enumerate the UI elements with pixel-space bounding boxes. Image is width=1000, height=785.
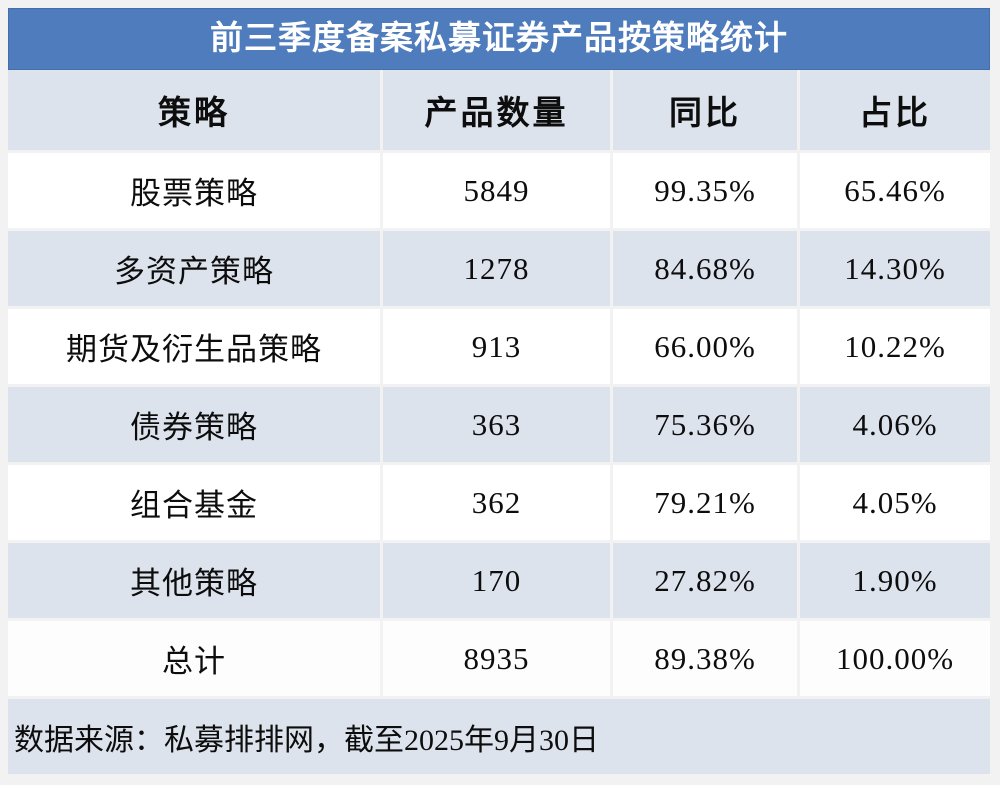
cell-yoy: 79.21% xyxy=(613,465,800,543)
cell-strategy: 期货及衍生品策略 xyxy=(8,309,383,387)
cell-count: 362 xyxy=(383,465,613,543)
cell-count: 913 xyxy=(383,309,613,387)
statistics-table-container: 前三季度备案私募证券产品按策略统计 策略 产品数量 同比 占比 股票策略 584… xyxy=(8,8,990,778)
cell-total-count: 8935 xyxy=(383,621,613,699)
column-header-yoy: 同比 xyxy=(613,70,800,153)
cell-total-share: 100.00% xyxy=(800,621,990,699)
table-row: 期货及衍生品策略 913 66.00% 10.22% xyxy=(8,309,990,387)
cell-yoy: 84.68% xyxy=(613,231,800,309)
table-row: 其他策略 170 27.82% 1.90% xyxy=(8,543,990,621)
table-total-row: 总计 8935 89.38% 100.00% xyxy=(8,621,990,699)
table-title-bar: 前三季度备案私募证券产品按策略统计 xyxy=(8,8,990,70)
column-header-share: 占比 xyxy=(800,70,990,153)
cell-count: 363 xyxy=(383,387,613,465)
cell-share: 65.46% xyxy=(800,153,990,231)
cell-yoy: 75.36% xyxy=(613,387,800,465)
table-row: 组合基金 362 79.21% 4.05% xyxy=(8,465,990,543)
cell-yoy: 66.00% xyxy=(613,309,800,387)
table-row: 债券策略 363 75.36% 4.06% xyxy=(8,387,990,465)
table-row: 多资产策略 1278 84.68% 14.30% xyxy=(8,231,990,309)
cell-yoy: 27.82% xyxy=(613,543,800,621)
cell-share: 4.05% xyxy=(800,465,990,543)
cell-total-label: 总计 xyxy=(8,621,383,699)
cell-total-yoy: 89.38% xyxy=(613,621,800,699)
table-header-row: 策略 产品数量 同比 占比 xyxy=(8,70,990,153)
cell-share: 1.90% xyxy=(800,543,990,621)
cell-count: 1278 xyxy=(383,231,613,309)
cell-count: 5849 xyxy=(383,153,613,231)
cell-strategy: 组合基金 xyxy=(8,465,383,543)
cell-share: 14.30% xyxy=(800,231,990,309)
cell-share: 10.22% xyxy=(800,309,990,387)
cell-strategy: 股票策略 xyxy=(8,153,383,231)
cell-yoy: 99.35% xyxy=(613,153,800,231)
source-note: 数据来源：私募排排网，截至2025年9月30日 xyxy=(8,699,990,774)
cell-count: 170 xyxy=(383,543,613,621)
column-header-count: 产品数量 xyxy=(383,70,613,153)
table-source-row: 数据来源：私募排排网，截至2025年9月30日 xyxy=(8,699,990,774)
cell-strategy: 其他策略 xyxy=(8,543,383,621)
page-title: 前三季度备案私募证券产品按策略统计 xyxy=(210,20,788,57)
statistics-table: 策略 产品数量 同比 占比 股票策略 5849 99.35% 65.46% 多资… xyxy=(8,70,990,774)
cell-share: 4.06% xyxy=(800,387,990,465)
column-header-strategy: 策略 xyxy=(8,70,383,153)
cell-strategy: 债券策略 xyxy=(8,387,383,465)
table-row: 股票策略 5849 99.35% 65.46% xyxy=(8,153,990,231)
cell-strategy: 多资产策略 xyxy=(8,231,383,309)
